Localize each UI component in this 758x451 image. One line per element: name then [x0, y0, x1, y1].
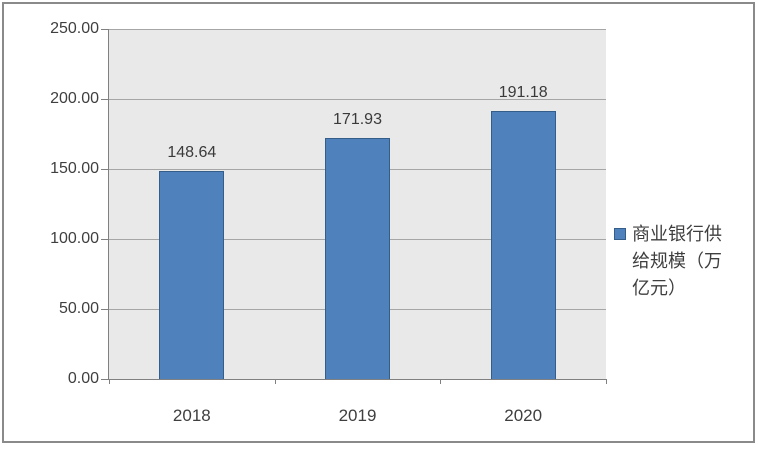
y-axis-tick	[101, 379, 109, 380]
x-axis-label: 2018	[172, 406, 211, 425]
x-axis-label: 2020	[504, 406, 543, 425]
legend: 商业银行供 给规模（万 亿元）	[614, 221, 722, 302]
x-axis-tick	[274, 379, 276, 384]
legend-marker-icon	[614, 228, 626, 240]
x-axis-tick	[109, 379, 110, 384]
x-axis-tick	[440, 379, 442, 384]
bar-2018	[159, 170, 225, 379]
legend-label-line: 商业银行供	[632, 224, 722, 244]
legend-label-line: 亿元）	[632, 278, 686, 298]
y-axis-tick	[101, 169, 109, 170]
y-axis-tick	[101, 309, 109, 310]
y-axis-tick	[101, 99, 109, 100]
gridline	[109, 29, 606, 30]
plot-area: 0.00 50.00 100.00 150.00 200.00 250.00 148.64 2…	[50, 20, 607, 425]
y-axis-tick-label: 100.00	[50, 230, 99, 247]
gridline	[109, 99, 606, 100]
y-axis-tick-label: 250.00	[50, 20, 99, 37]
x-axis-label: 2019	[338, 406, 377, 425]
legend-label-line: 给规模（万	[632, 251, 722, 271]
y-axis-tick-label: 200.00	[50, 90, 99, 107]
legend-label: 商业银行供 给规模（万 亿元）	[632, 221, 722, 302]
bar-2020	[490, 111, 556, 379]
data-label: 148.64	[167, 143, 217, 161]
bar-2019	[325, 138, 390, 379]
data-label: 171.93	[333, 111, 382, 129]
y-axis-tick-label: 50.00	[58, 300, 99, 317]
data-label: 191.18	[498, 84, 548, 102]
y-axis-tick	[101, 239, 109, 240]
y-axis-tick-label: 0.00	[67, 370, 99, 387]
chart-frame: 0.00 50.00 100.00 150.00 200.00 250.00 148.64 2…	[2, 2, 755, 443]
y-axis-tick-label: 150.00	[50, 160, 99, 177]
x-axis-tick	[606, 379, 607, 384]
y-axis-tick	[101, 29, 109, 30]
